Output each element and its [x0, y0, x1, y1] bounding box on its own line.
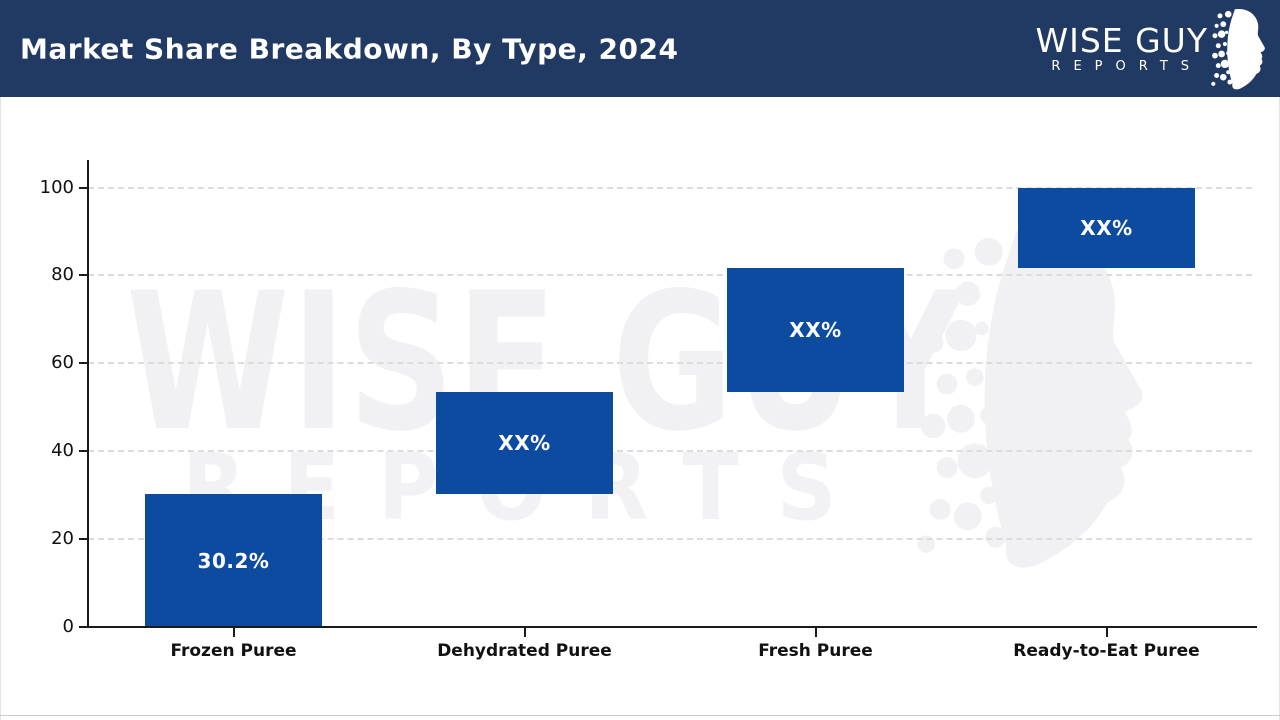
gridline	[88, 450, 1252, 453]
bar: XX%	[727, 268, 904, 392]
bar-value-label: XX%	[1080, 216, 1133, 241]
page-border-bottom	[0, 715, 1280, 716]
bar-value-label: XX%	[789, 318, 842, 343]
x-tick-mark	[523, 628, 526, 637]
x-tick-mark	[232, 628, 235, 637]
y-tick-label: 80	[51, 264, 74, 286]
gridline	[88, 186, 1252, 189]
y-tick-label: 100	[39, 176, 74, 198]
gridline	[88, 362, 1252, 365]
y-tick-label: 0	[62, 616, 74, 637]
y-tick-label: 60	[51, 352, 74, 374]
y-tick-mark	[79, 186, 88, 189]
y-tick-mark	[79, 626, 88, 628]
y-tick-label: 20	[51, 528, 74, 550]
x-axis	[87, 626, 1257, 628]
bar: XX%	[436, 391, 613, 495]
x-category-label: Frozen Puree	[170, 641, 297, 661]
bar: 30.2%	[145, 494, 322, 627]
brand-logo: WISE GUY REPORTS	[1035, 5, 1268, 93]
y-axis	[87, 160, 89, 628]
page-border-left	[0, 97, 1, 720]
y-tick-label: 40	[51, 440, 74, 462]
x-category-label: Dehydrated Puree	[437, 641, 612, 661]
y-tick-mark	[79, 538, 88, 541]
brand-reports-text: REPORTS	[1051, 58, 1203, 74]
face-logo-icon	[1211, 8, 1265, 90]
brand-name-text: WISE GUY	[1035, 21, 1208, 61]
gridline	[88, 274, 1252, 277]
y-tick-mark	[79, 274, 88, 277]
x-tick-mark	[814, 628, 817, 637]
x-tick-mark	[1105, 628, 1108, 637]
x-category-label: Ready-to-Eat Puree	[1013, 641, 1200, 661]
y-tick-mark	[79, 450, 88, 453]
chart-title: Market Share Breakdown, By Type, 2024	[20, 32, 679, 65]
x-category-label: Fresh Puree	[758, 641, 873, 661]
gridline	[88, 538, 1252, 541]
bar: XX%	[1018, 187, 1195, 269]
y-tick-mark	[79, 362, 88, 365]
bar-value-label: 30.2%	[197, 548, 270, 573]
header-bar: Market Share Breakdown, By Type, 2024 WI…	[0, 0, 1280, 97]
bar-value-label: XX%	[498, 431, 551, 456]
brand-wordmark: WISE GUY REPORTS	[1035, 24, 1208, 74]
